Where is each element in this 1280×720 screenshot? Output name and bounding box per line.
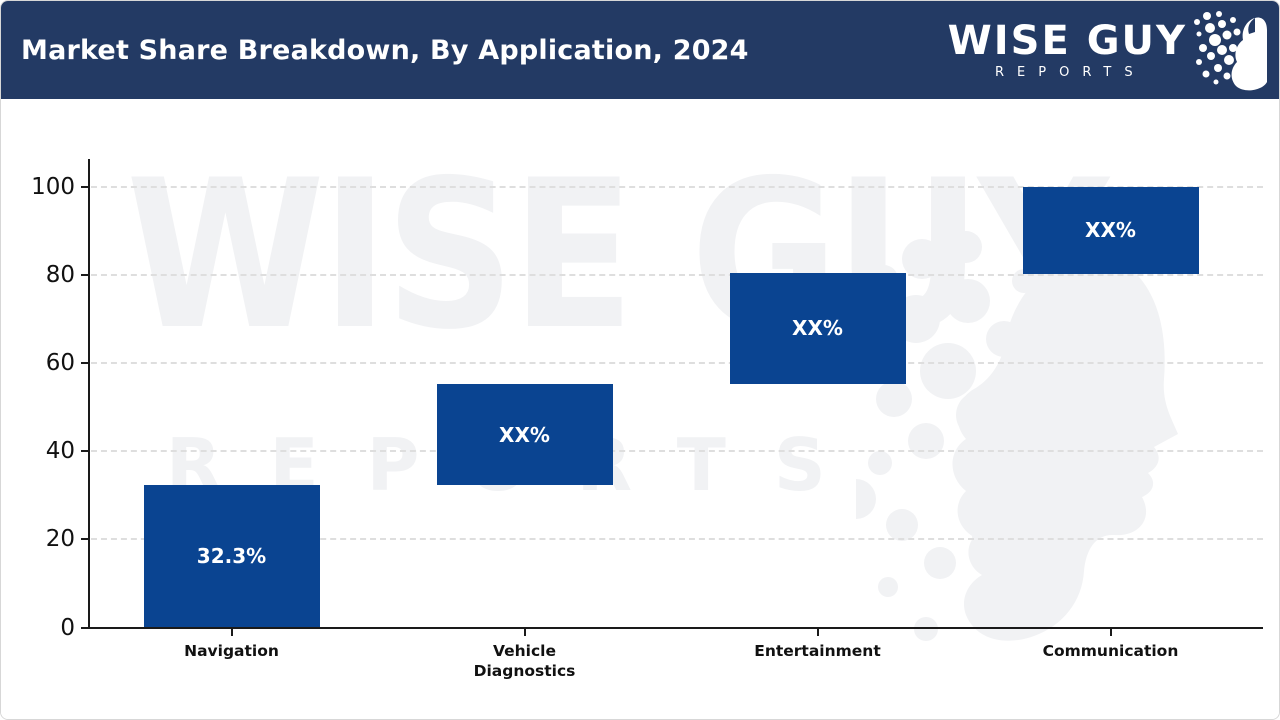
y-tick-mark (81, 362, 88, 365)
y-tick-mark (81, 274, 88, 277)
wiseguy-logo-text: WISE GUY REPORTS (948, 21, 1187, 80)
chart-area: WISE GUY REPORTS 02040608010032.3%Naviga… (1, 99, 1279, 719)
x-tick-mark (816, 629, 819, 636)
gridline-y-60 (91, 362, 1263, 365)
x-axis-line (88, 627, 1263, 629)
y-tick-mark (81, 626, 88, 629)
wiseguy-logo: WISE GUY REPORTS (948, 8, 1267, 92)
bar-value-label: XX% (792, 316, 843, 341)
gridline-y-40 (91, 450, 1263, 453)
logo-subtitle: REPORTS (995, 64, 1146, 80)
bar-communication: XX% (1022, 187, 1199, 274)
bar-entertainment: XX% (729, 272, 906, 384)
y-axis-line (88, 159, 90, 629)
x-category-label-entertainment: Entertainment (754, 641, 881, 660)
x-category-label-communication: Communication (1042, 641, 1179, 660)
y-tick-label-100: 100 (31, 174, 75, 200)
y-tick-label-60: 60 (45, 350, 75, 377)
y-tick-label-0: 0 (60, 614, 75, 641)
bar-vehicle-diagnostics: XX% (436, 384, 613, 486)
header-bar: Market Share Breakdown, By Application, … (1, 1, 1279, 99)
bar-navigation: 32.3% (143, 485, 320, 628)
chart-title: Market Share Breakdown, By Application, … (21, 34, 749, 66)
gridline-y-100 (91, 186, 1263, 188)
y-tick-label-80: 80 (45, 262, 75, 289)
x-tick-mark (230, 629, 233, 636)
gridline-y-80 (91, 274, 1263, 277)
x-category-label-navigation: Navigation (184, 641, 279, 660)
y-tick-label-20: 20 (45, 526, 75, 553)
y-tick-mark (81, 450, 88, 453)
logo-wordmark: WISE GUY (947, 17, 1187, 64)
bar-value-label: 32.3% (196, 544, 267, 569)
y-tick-mark (81, 186, 88, 188)
x-tick-mark (523, 629, 526, 636)
y-tick-mark (81, 538, 88, 541)
x-tick-mark (1109, 629, 1112, 636)
y-tick-label-40: 40 (45, 438, 75, 465)
watermark-face-icon (856, 231, 1178, 641)
x-category-label-vehicle-diagnostics: Vehicle Diagnostics (473, 641, 576, 681)
bar-value-label: XX% (499, 422, 550, 447)
gridline-y-20 (91, 538, 1263, 541)
bar-value-label: XX% (1085, 218, 1136, 243)
logo-face-icon (1194, 11, 1267, 91)
